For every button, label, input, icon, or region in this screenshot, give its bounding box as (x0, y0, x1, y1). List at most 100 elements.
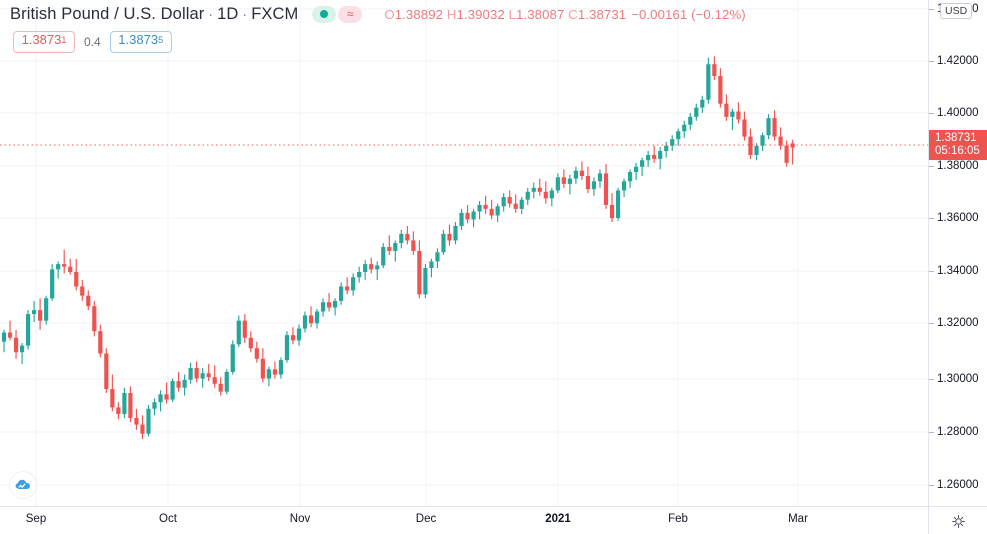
candle (25, 310, 31, 350)
candle (640, 157, 645, 177)
candle (760, 132, 765, 152)
candle (98, 324, 103, 358)
candle (513, 194, 518, 213)
price-axis[interactable]: USD 1.440001.420001.400001.380001.360001… (928, 0, 987, 506)
price-tick: 1.38000 (929, 159, 987, 173)
price-tick: 1.36000 (929, 211, 987, 225)
candle (411, 231, 416, 255)
time-tick-label: Dec (415, 513, 437, 525)
candle (543, 181, 548, 204)
candle (790, 139, 795, 165)
candle (44, 295, 49, 325)
price-tick-label: 1.32000 (937, 317, 979, 329)
candle (381, 243, 386, 269)
candle (664, 141, 669, 158)
candle (13, 329, 19, 359)
candle (778, 127, 783, 150)
candle (134, 408, 139, 430)
current-price-value: 1.38731 (935, 132, 977, 144)
candle (62, 249, 67, 274)
candle (471, 208, 476, 228)
candle (784, 140, 789, 167)
candle (495, 203, 500, 223)
candle (200, 367, 205, 388)
candle (531, 182, 536, 199)
price-tick-dash (929, 112, 934, 114)
candle (537, 178, 542, 196)
candle (597, 169, 603, 188)
price-tick-dash (929, 322, 934, 324)
price-tick: 1.32000 (929, 316, 987, 330)
candle (730, 108, 735, 130)
current-price-tag[interactable]: 1.38731 05:16:05 (929, 130, 987, 160)
candle (363, 260, 368, 280)
candle (74, 258, 79, 291)
candle (152, 398, 157, 416)
time-axis[interactable]: Sep Oct Nov Dec 2021 Feb Mar (0, 506, 987, 534)
price-tick-label: 1.38000 (937, 160, 979, 172)
candle (585, 166, 591, 194)
price-tick: 1.42000 (929, 54, 987, 68)
tradingview-logo-icon[interactable] (9, 471, 37, 499)
candle (176, 371, 181, 392)
candle (206, 364, 211, 382)
candle (724, 94, 729, 121)
currency-badge[interactable]: USD (940, 3, 973, 19)
candle (19, 343, 25, 365)
candle (579, 161, 585, 180)
gear-icon (951, 514, 965, 528)
candle (170, 378, 175, 403)
candle (718, 68, 723, 108)
candle (748, 128, 753, 159)
chart-pane[interactable] (0, 0, 928, 506)
time-tick-label: 2021 (545, 513, 571, 525)
candle (561, 169, 566, 188)
price-tick: 1.26000 (929, 478, 987, 492)
candle (110, 374, 115, 412)
candle (453, 222, 458, 245)
candle (224, 369, 229, 395)
candle (80, 279, 85, 301)
chart-settings-button[interactable] (928, 507, 987, 534)
price-tick-label: 1.36000 (937, 212, 979, 224)
bar-countdown: 05:16:05 (935, 145, 980, 157)
price-tick: 1.40000 (929, 106, 987, 120)
candle (507, 190, 512, 208)
candle (320, 298, 326, 317)
candle (339, 282, 344, 305)
candle (519, 197, 524, 215)
candle (242, 314, 247, 344)
candle (248, 331, 253, 353)
candle (525, 187, 530, 205)
candle (754, 143, 759, 161)
candle (742, 111, 747, 141)
candle (116, 402, 121, 420)
candle (682, 120, 687, 138)
candle (345, 277, 350, 295)
candle (146, 404, 151, 437)
candle (652, 145, 657, 163)
candle (700, 95, 705, 113)
candle (104, 348, 109, 393)
candle (441, 229, 446, 255)
candle (7, 320, 13, 341)
candle (417, 240, 422, 299)
candle (609, 193, 615, 223)
candle (38, 298, 43, 330)
candle (646, 151, 651, 167)
price-tick-dash (929, 217, 934, 219)
candle (296, 324, 302, 346)
candlestick-series (0, 56, 928, 440)
candle (694, 103, 699, 121)
candle (772, 110, 777, 141)
candle (1, 329, 7, 353)
candle (712, 56, 717, 81)
time-tick-label: Nov (289, 513, 311, 525)
price-tick-dash (929, 431, 934, 433)
candle (86, 290, 91, 311)
candle (435, 248, 440, 269)
candle (308, 306, 314, 328)
candle (56, 261, 61, 279)
time-tick-label: Feb (668, 513, 688, 525)
candle (50, 264, 55, 301)
